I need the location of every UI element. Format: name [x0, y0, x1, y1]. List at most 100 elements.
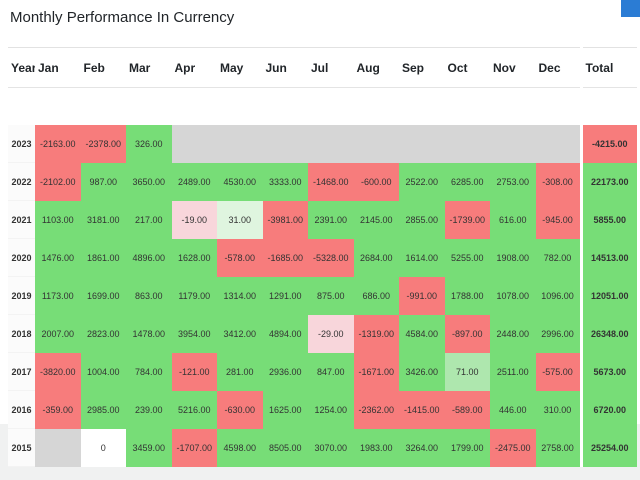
- month-cell: -5328.00: [308, 238, 354, 277]
- month-cell: 71.00: [444, 352, 490, 391]
- month-cell: 217.00: [126, 200, 172, 239]
- spacer-row: [8, 87, 637, 125]
- header-row: Year Jan Feb Mar Apr May Jun Jul Aug Sep Oct Nov Dec…: [8, 47, 637, 88]
- year-cell: 2016: [8, 390, 35, 429]
- month-cell: 6285.00: [444, 162, 490, 201]
- month-cell: 2522.00: [399, 162, 445, 201]
- month-cell: 4584.00: [399, 314, 445, 353]
- month-cell: -945.00: [535, 200, 581, 239]
- month-cell: 2823.00: [80, 314, 126, 353]
- month-cell: [35, 428, 81, 467]
- column-header-feb: Feb: [80, 47, 126, 88]
- column-header-year: Year: [8, 47, 35, 88]
- table-header: Year Jan Feb Mar Apr May Jun Jul Aug Sep Oct Nov Dec…: [8, 47, 637, 88]
- month-cell: 3070.00: [308, 428, 354, 467]
- month-cell: 2511.00: [490, 352, 536, 391]
- month-cell: 4530.00: [217, 162, 263, 201]
- month-cell: -1468.00: [308, 162, 354, 201]
- table-row: 2016 -359.00 2985.00 239.00 5216.00 -630.00 16…: [8, 390, 637, 429]
- total-cell: 22173.00: [579, 162, 637, 201]
- month-cell: 446.00: [490, 390, 536, 429]
- column-header-oct: Oct: [444, 47, 490, 88]
- month-cell: -1707.00: [171, 428, 217, 467]
- month-cell: 784.00: [126, 352, 172, 391]
- month-cell: 0: [80, 428, 126, 467]
- month-cell: -1319.00: [353, 314, 399, 353]
- content-panel: Monthly Performance In Currency Year Jan F…: [0, 0, 640, 467]
- month-cell: 239.00: [126, 390, 172, 429]
- month-cell: 2996.00: [535, 314, 581, 353]
- month-cell: 2684.00: [353, 238, 399, 277]
- month-cell: [535, 125, 581, 163]
- blue-corner-button[interactable]: [621, 0, 640, 17]
- month-cell: 782.00: [535, 238, 581, 277]
- month-cell: 1096.00: [535, 276, 581, 315]
- column-header-jan: Jan: [35, 47, 81, 88]
- month-cell: 3264.00: [399, 428, 445, 467]
- month-cell: 2985.00: [80, 390, 126, 429]
- month-cell: -630.00: [217, 390, 263, 429]
- month-cell: 3459.00: [126, 428, 172, 467]
- month-cell: 2855.00: [399, 200, 445, 239]
- month-cell: 1861.00: [80, 238, 126, 277]
- month-cell: 1614.00: [399, 238, 445, 277]
- month-cell: 1628.00: [171, 238, 217, 277]
- month-cell: -600.00: [353, 162, 399, 201]
- month-cell: [399, 125, 445, 163]
- table-body: 2023 -2163.00 -2378.00 326.00 -4215.00 2022 -2…: [8, 87, 637, 467]
- month-cell: 2391.00: [308, 200, 354, 239]
- month-cell: 8505.00: [262, 428, 308, 467]
- month-cell: 5255.00: [444, 238, 490, 277]
- month-cell: [444, 125, 490, 163]
- total-cell: 6720.00: [579, 390, 637, 429]
- month-cell: 4598.00: [217, 428, 263, 467]
- month-cell: 1078.00: [490, 276, 536, 315]
- month-cell: 1254.00: [308, 390, 354, 429]
- table-row: 2017 -3820.00 1004.00 784.00 -121.00 281.00 29…: [8, 352, 637, 391]
- month-cell: -991.00: [399, 276, 445, 315]
- month-cell: -3820.00: [35, 352, 81, 391]
- month-cell: 1179.00: [171, 276, 217, 315]
- month-cell: 326.00: [126, 125, 172, 163]
- year-cell: 2023: [8, 125, 35, 163]
- month-cell: -308.00: [535, 162, 581, 201]
- total-cell: 12051.00: [579, 276, 637, 315]
- table-row: 2019 1173.00 1699.00 863.00 1179.00 1314.00 12…: [8, 276, 637, 315]
- year-cell: 2020: [8, 238, 35, 277]
- month-cell: 1799.00: [444, 428, 490, 467]
- month-cell: 5216.00: [171, 390, 217, 429]
- month-cell: -3981.00: [262, 200, 308, 239]
- month-cell: [490, 125, 536, 163]
- column-header-dec: Dec: [535, 47, 581, 88]
- month-cell: 2007.00: [35, 314, 81, 353]
- month-cell: 1004.00: [80, 352, 126, 391]
- month-cell: 847.00: [308, 352, 354, 391]
- month-cell: 2936.00: [262, 352, 308, 391]
- month-cell: 2448.00: [490, 314, 536, 353]
- column-header-jul: Jul: [308, 47, 354, 88]
- month-cell: 863.00: [126, 276, 172, 315]
- total-cell: 5673.00: [579, 352, 637, 391]
- month-cell: [217, 125, 263, 163]
- year-cell: 2022: [8, 162, 35, 201]
- month-cell: -29.00: [308, 314, 354, 353]
- total-cell: 25254.00: [579, 428, 637, 467]
- month-cell: -359.00: [35, 390, 81, 429]
- table-row: 2021 1103.00 3181.00 217.00 -19.00 31.00 -3981…: [8, 200, 637, 239]
- month-cell: -19.00: [171, 200, 217, 239]
- month-cell: 2145.00: [353, 200, 399, 239]
- month-cell: 1788.00: [444, 276, 490, 315]
- column-header-mar: Mar: [126, 47, 172, 88]
- year-cell: 2015: [8, 428, 35, 467]
- table-row: 2023 -2163.00 -2378.00 326.00 -4215.00: [8, 125, 637, 163]
- table-row: 2015 0 3459.00 -1707.00 4598.00 8505.00 3070.0…: [8, 428, 637, 467]
- column-header-apr: Apr: [171, 47, 217, 88]
- month-cell: 616.00: [490, 200, 536, 239]
- month-cell: 987.00: [80, 162, 126, 201]
- month-cell: 1291.00: [262, 276, 308, 315]
- column-header-may: May: [217, 47, 263, 88]
- month-cell: 2753.00: [490, 162, 536, 201]
- month-cell: 31.00: [217, 200, 263, 239]
- month-cell: 3181.00: [80, 200, 126, 239]
- month-cell: -1685.00: [262, 238, 308, 277]
